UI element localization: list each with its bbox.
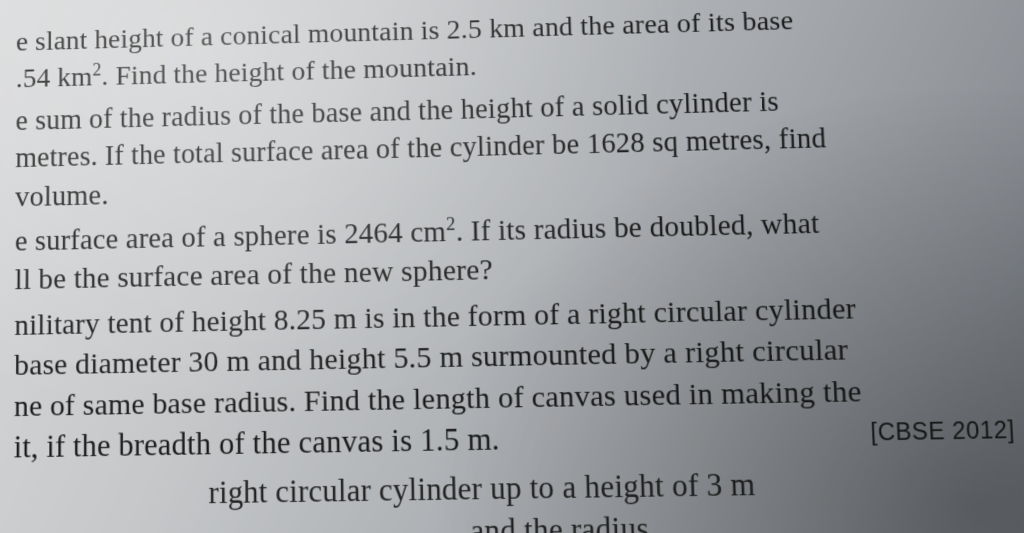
paragraph-3: nilitary tent of height 8.25 m is in the…: [14, 286, 1024, 469]
paragraph-2: e surface area of a sphere is 2464 cm2. …: [15, 200, 1018, 301]
textbook-page: e slant height of a conical mountain is …: [3, 0, 1024, 533]
paragraph-4: right circular cylinder up to a height o…: [13, 459, 1024, 533]
paragraph-1: e sum of the radius of the base and the …: [15, 77, 1013, 216]
